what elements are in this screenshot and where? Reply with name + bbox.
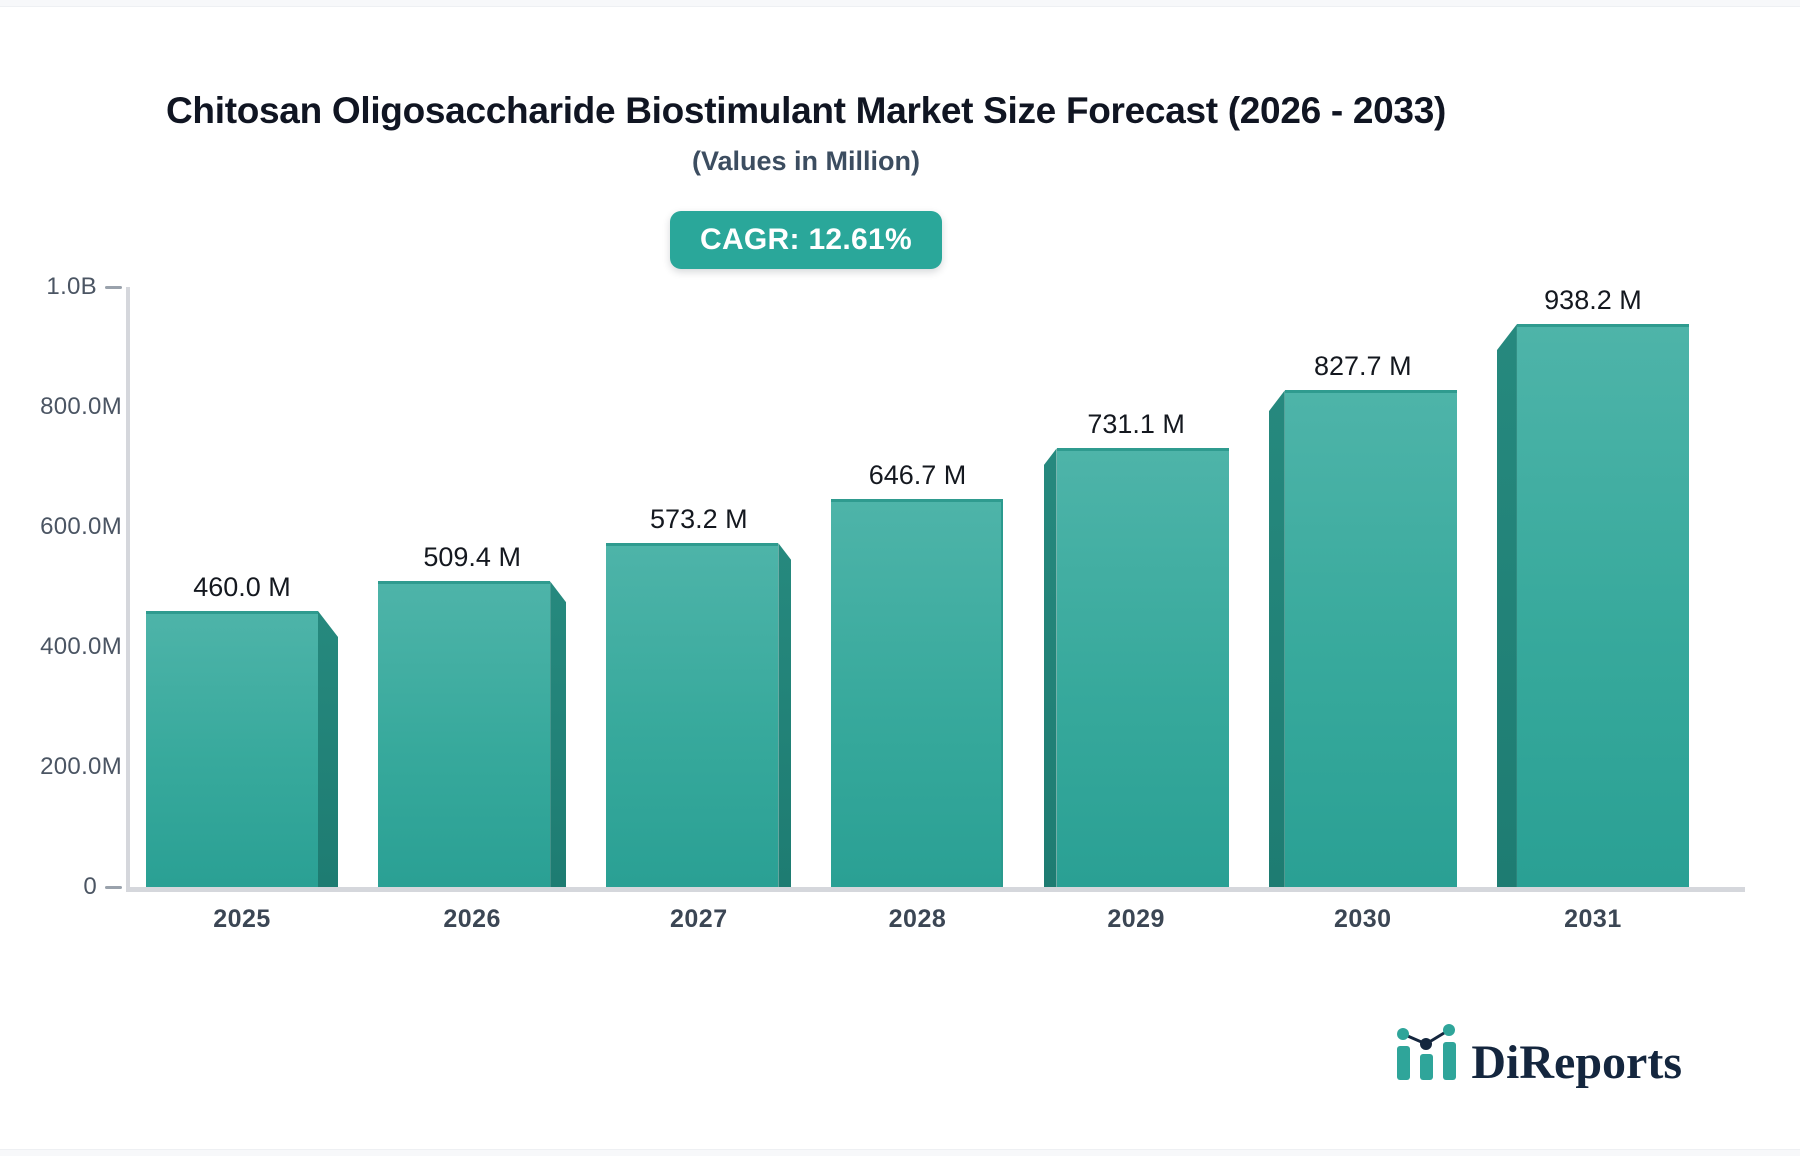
bar-group: 827.7 M 2030 (1268, 351, 1457, 933)
bar-value-label: 827.7 M (1314, 351, 1412, 382)
plot-area: 460.0 M 2025 509.4 M 2026 573.2 M 2027 646.7 M… (126, 285, 1745, 933)
x-axis-label: 2028 (888, 905, 947, 933)
chart-subtitle: (Values in Million) (691, 146, 921, 176)
y-tick-text: 400.0M (40, 633, 122, 660)
y-tick-label: 400.0M (40, 633, 122, 661)
bar-value-label: 938.2 M (1544, 285, 1642, 316)
y-tick-text: 600.0M (40, 513, 122, 540)
x-axis-label: 2030 (1333, 905, 1392, 933)
y-tick-label: 1.0B (46, 273, 122, 301)
x-axis-label: 2031 (1564, 905, 1622, 933)
y-axis: 1.0B 800.0M 600.0M 400.0M 200.0M 0 (0, 273, 122, 900)
bar-side-panel (1496, 324, 1517, 887)
chart-title: Chitosan Oligosaccharide Biostimulant Ma… (166, 90, 1446, 131)
y-tick-label: 600.0M (40, 513, 122, 541)
x-axis-label: 2026 (443, 905, 501, 933)
bar (146, 611, 338, 887)
bar-face (831, 498, 1004, 887)
bar-face (606, 543, 779, 887)
cagr-badge: CAGR: 12.61% (669, 211, 942, 269)
bar-value-label: 573.2 M (650, 504, 748, 535)
bar (606, 543, 792, 887)
bar (1268, 390, 1457, 887)
y-tick-text: 200.0M (40, 753, 122, 780)
bar (831, 498, 1004, 887)
y-tick-label: 200.0M (40, 753, 122, 781)
tick-dash (105, 285, 122, 289)
bar-value-label: 731.1 M (1087, 409, 1185, 440)
y-tick-text: 1.0B (46, 273, 97, 300)
bar (378, 581, 567, 887)
bar-line-chart-icon (1395, 1022, 1463, 1087)
bar-group: 509.4 M 2026 (378, 542, 567, 933)
y-tick-text: 800.0M (40, 393, 122, 420)
x-axis-label: 2029 (1107, 905, 1165, 933)
bar (1043, 448, 1229, 887)
bar-group: 573.2 M 2027 (606, 504, 792, 933)
bar-value-label: 646.7 M (868, 459, 967, 490)
chart-header: Chitosan Oligosaccharide Biostimulant Ma… (0, 0, 1612, 269)
bar-value-label: 460.0 M (193, 572, 291, 602)
x-axis-label: 2025 (213, 905, 271, 933)
bar-side-panel (778, 543, 792, 887)
bar-side-panel (1268, 390, 1285, 887)
bar-face (1056, 448, 1229, 887)
direports-logo: DiReports (1395, 1022, 1682, 1087)
y-tick-text: 0 (83, 873, 97, 900)
y-tick-label: 800.0M (40, 393, 122, 421)
bar-value-label: 509.4 M (423, 542, 521, 573)
bottom-edge-divider (0, 1149, 1800, 1156)
bar-face (1516, 324, 1689, 887)
y-tick-label: 0 (83, 873, 122, 901)
bar-group: 938.2 M 2031 (1496, 285, 1689, 933)
bar-face (146, 611, 318, 887)
bar-side-panel (1043, 448, 1057, 887)
top-edge-divider (0, 0, 1800, 7)
x-axis-label: 2027 (670, 905, 728, 933)
bars-row: 460.0 M 2025 509.4 M 2026 573.2 M 2027 646.7 M… (146, 285, 1689, 933)
tick-dash (105, 885, 122, 889)
logo-text: DiReports (1471, 1036, 1682, 1089)
bar-side-panel (318, 611, 338, 887)
bar-face (378, 581, 551, 887)
bar (1496, 324, 1689, 887)
bar-side-panel (550, 581, 567, 887)
bar-face (1284, 390, 1457, 887)
bar-group: 646.7 M 2028 (831, 459, 1004, 933)
bar-group: 460.0 M 2025 (146, 572, 338, 933)
bar-group: 731.1 M 2029 (1043, 409, 1229, 933)
